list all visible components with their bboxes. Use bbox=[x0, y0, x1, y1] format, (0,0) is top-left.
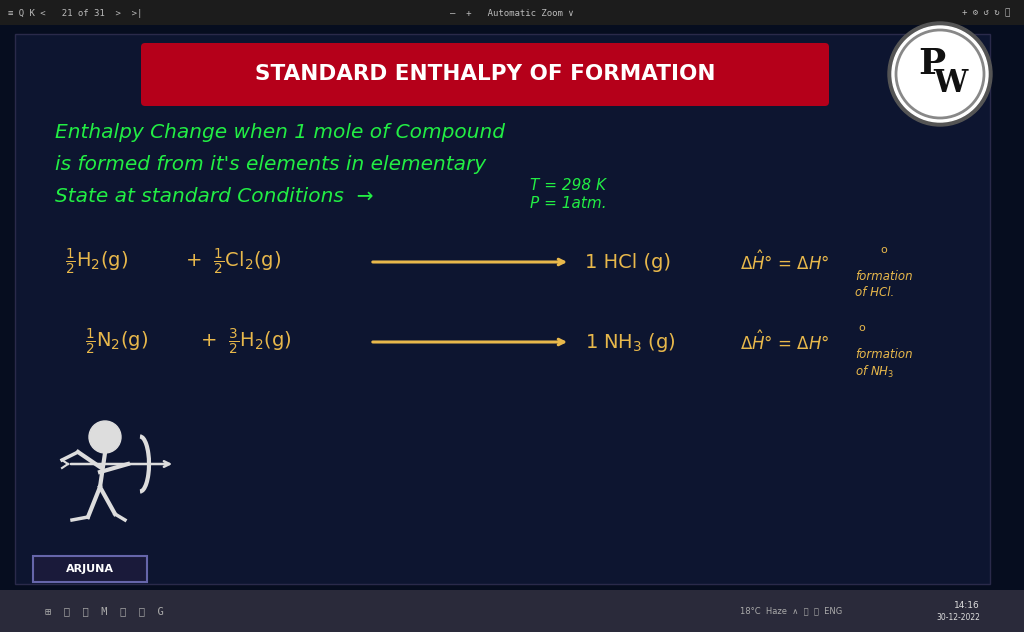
Text: is formed from it's elements in elementary: is formed from it's elements in elementa… bbox=[55, 154, 486, 174]
Text: –  +   Automatic Zoom ∨: – + Automatic Zoom ∨ bbox=[451, 8, 573, 18]
Text: + ⚙ ↺ ↻ ⛶: + ⚙ ↺ ↻ ⛶ bbox=[962, 8, 1010, 18]
Text: ARJUNA: ARJUNA bbox=[66, 564, 114, 574]
Text: formation: formation bbox=[855, 269, 912, 283]
Text: o: o bbox=[880, 245, 887, 255]
Text: 14:16: 14:16 bbox=[954, 600, 980, 609]
Text: P: P bbox=[919, 47, 945, 81]
Text: ⊞  ⬛  ⬛  M  ⬛  📷  G: ⊞ ⬛ ⬛ M ⬛ 📷 G bbox=[45, 606, 164, 616]
Circle shape bbox=[888, 22, 992, 126]
Text: 1 HCl (g): 1 HCl (g) bbox=[585, 253, 671, 272]
Text: 1 NH$_3$ (g): 1 NH$_3$ (g) bbox=[585, 331, 676, 353]
Text: o: o bbox=[858, 323, 864, 333]
Circle shape bbox=[89, 421, 121, 453]
Text: STANDARD ENTHALPY OF FORMATION: STANDARD ENTHALPY OF FORMATION bbox=[255, 64, 715, 84]
Text: $\frac{1}{2}$H$_2$(g): $\frac{1}{2}$H$_2$(g) bbox=[65, 247, 128, 277]
Text: P = 1atm.: P = 1atm. bbox=[530, 197, 606, 212]
FancyBboxPatch shape bbox=[0, 0, 1024, 25]
Text: T = 298 K: T = 298 K bbox=[530, 178, 606, 193]
Text: $\Delta \hat{H}°$ = $\Delta H°$: $\Delta \hat{H}°$ = $\Delta H°$ bbox=[740, 330, 829, 354]
Text: 30-12-2022: 30-12-2022 bbox=[936, 612, 980, 621]
Circle shape bbox=[892, 26, 988, 122]
Text: +  $\frac{1}{2}$Cl$_2$(g): + $\frac{1}{2}$Cl$_2$(g) bbox=[185, 247, 282, 277]
Text: W: W bbox=[933, 68, 967, 99]
Text: formation: formation bbox=[855, 348, 912, 360]
FancyBboxPatch shape bbox=[15, 34, 990, 584]
Text: +  $\frac{3}{2}$H$_2$(g): + $\frac{3}{2}$H$_2$(g) bbox=[200, 327, 292, 357]
Text: 18°C  Haze  ∧  ⬛  ⬛  ENG: 18°C Haze ∧ ⬛ ⬛ ENG bbox=[740, 607, 843, 616]
Text: of NH$_3$: of NH$_3$ bbox=[855, 364, 894, 380]
FancyBboxPatch shape bbox=[0, 590, 1024, 632]
Text: Enthalpy Change when 1 mole of Compound: Enthalpy Change when 1 mole of Compound bbox=[55, 123, 505, 142]
Text: of HCl.: of HCl. bbox=[855, 286, 894, 298]
FancyBboxPatch shape bbox=[33, 556, 147, 582]
Text: State at standard Conditions  →: State at standard Conditions → bbox=[55, 186, 374, 205]
Text: ≡ Q K <   21 of 31  >  >|: ≡ Q K < 21 of 31 > >| bbox=[8, 8, 142, 18]
Text: $\Delta \hat{H}°$ = $\Delta H°$: $\Delta \hat{H}°$ = $\Delta H°$ bbox=[740, 250, 829, 274]
FancyBboxPatch shape bbox=[141, 43, 829, 106]
Text: $\frac{1}{2}$N$_2$(g): $\frac{1}{2}$N$_2$(g) bbox=[85, 327, 148, 357]
